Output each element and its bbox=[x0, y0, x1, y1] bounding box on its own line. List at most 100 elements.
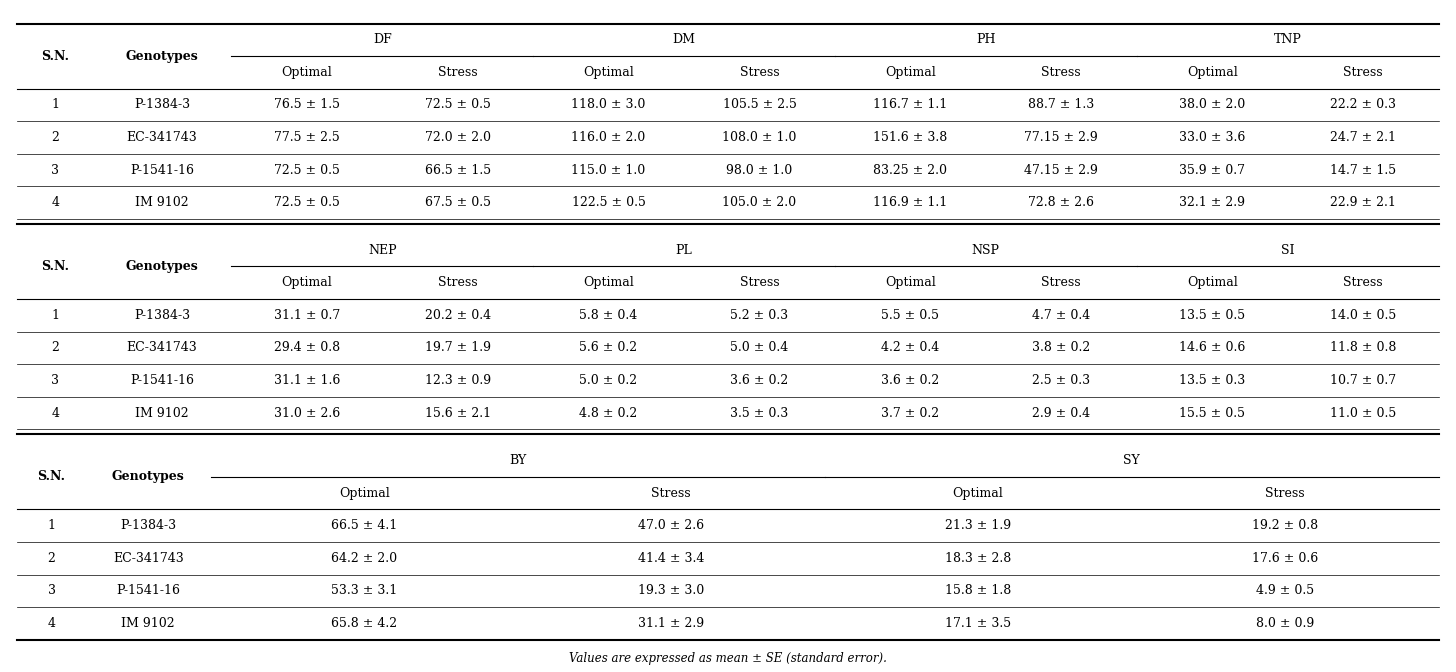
Text: P-1384-3: P-1384-3 bbox=[121, 519, 176, 532]
Text: 19.2 ± 0.8: 19.2 ± 0.8 bbox=[1252, 519, 1318, 532]
Text: 5.8 ± 0.4: 5.8 ± 0.4 bbox=[579, 309, 638, 322]
Text: SI: SI bbox=[1281, 244, 1294, 257]
Text: 1: 1 bbox=[51, 99, 60, 112]
Text: 17.6 ± 0.6: 17.6 ± 0.6 bbox=[1252, 552, 1318, 564]
Text: S.N.: S.N. bbox=[41, 50, 70, 62]
Text: Optimal: Optimal bbox=[1187, 276, 1238, 289]
Text: 98.0 ± 1.0: 98.0 ± 1.0 bbox=[727, 164, 792, 177]
Text: 116.0 ± 2.0: 116.0 ± 2.0 bbox=[571, 131, 645, 144]
Text: 53.3 ± 3.1: 53.3 ± 3.1 bbox=[331, 585, 397, 597]
Text: 4.9 ± 0.5: 4.9 ± 0.5 bbox=[1257, 585, 1315, 597]
Text: Stress: Stress bbox=[1041, 276, 1080, 289]
Text: P-1541-16: P-1541-16 bbox=[116, 585, 181, 597]
Text: 41.4 ± 3.4: 41.4 ± 3.4 bbox=[638, 552, 705, 564]
Text: 5.2 ± 0.3: 5.2 ± 0.3 bbox=[731, 309, 789, 322]
Text: 118.0 ± 3.0: 118.0 ± 3.0 bbox=[571, 99, 645, 112]
Text: 17.1 ± 3.5: 17.1 ± 3.5 bbox=[945, 617, 1010, 630]
Text: 3.6 ± 0.2: 3.6 ± 0.2 bbox=[881, 374, 939, 387]
Text: IM 9102: IM 9102 bbox=[135, 196, 189, 209]
Text: 3.5 ± 0.3: 3.5 ± 0.3 bbox=[731, 407, 789, 419]
Text: 47.15 ± 2.9: 47.15 ± 2.9 bbox=[1025, 164, 1098, 177]
Text: S.N.: S.N. bbox=[38, 470, 66, 483]
Text: 151.6 ± 3.8: 151.6 ± 3.8 bbox=[874, 131, 948, 144]
Text: 8.0 ± 0.9: 8.0 ± 0.9 bbox=[1257, 617, 1315, 630]
Text: 12.3 ± 0.9: 12.3 ± 0.9 bbox=[425, 374, 491, 387]
Text: 64.2 ± 2.0: 64.2 ± 2.0 bbox=[331, 552, 397, 564]
Text: 66.5 ± 1.5: 66.5 ± 1.5 bbox=[425, 164, 491, 177]
Text: Stress: Stress bbox=[651, 487, 692, 499]
Text: 31.0 ± 2.6: 31.0 ± 2.6 bbox=[274, 407, 339, 419]
Text: 3: 3 bbox=[48, 585, 55, 597]
Text: Genotypes: Genotypes bbox=[125, 50, 198, 62]
Text: 18.3 ± 2.8: 18.3 ± 2.8 bbox=[945, 552, 1012, 564]
Text: 5.0 ± 0.4: 5.0 ± 0.4 bbox=[731, 341, 789, 354]
Text: 77.15 ± 2.9: 77.15 ± 2.9 bbox=[1025, 131, 1098, 144]
Text: 2: 2 bbox=[48, 552, 55, 564]
Text: 33.0 ± 3.6: 33.0 ± 3.6 bbox=[1179, 131, 1245, 144]
Text: IM 9102: IM 9102 bbox=[135, 407, 189, 419]
Text: EC-341743: EC-341743 bbox=[112, 552, 183, 564]
Text: Stress: Stress bbox=[1041, 66, 1080, 79]
Text: Values are expressed as mean ± SE (standard error).: Values are expressed as mean ± SE (stand… bbox=[569, 652, 887, 665]
Text: 1: 1 bbox=[51, 309, 60, 322]
Text: 4: 4 bbox=[48, 617, 55, 630]
Text: 11.0 ± 0.5: 11.0 ± 0.5 bbox=[1329, 407, 1396, 419]
Text: 14.7 ± 1.5: 14.7 ± 1.5 bbox=[1329, 164, 1396, 177]
Text: DM: DM bbox=[673, 34, 696, 46]
Text: 24.7 ± 2.1: 24.7 ± 2.1 bbox=[1331, 131, 1396, 144]
Text: 14.6 ± 0.6: 14.6 ± 0.6 bbox=[1179, 341, 1245, 354]
Text: 72.8 ± 2.6: 72.8 ± 2.6 bbox=[1028, 196, 1095, 209]
Text: P-1541-16: P-1541-16 bbox=[130, 374, 194, 387]
Text: 3.6 ± 0.2: 3.6 ± 0.2 bbox=[731, 374, 789, 387]
Text: TNP: TNP bbox=[1274, 34, 1302, 46]
Text: Optimal: Optimal bbox=[339, 487, 390, 499]
Text: Stress: Stress bbox=[740, 276, 779, 289]
Text: 116.7 ± 1.1: 116.7 ± 1.1 bbox=[874, 99, 948, 112]
Text: 19.7 ± 1.9: 19.7 ± 1.9 bbox=[425, 341, 491, 354]
Text: 14.0 ± 0.5: 14.0 ± 0.5 bbox=[1329, 309, 1396, 322]
Text: 4.7 ± 0.4: 4.7 ± 0.4 bbox=[1032, 309, 1091, 322]
Text: P-1384-3: P-1384-3 bbox=[134, 309, 191, 322]
Text: Optimal: Optimal bbox=[584, 276, 633, 289]
Text: 2.5 ± 0.3: 2.5 ± 0.3 bbox=[1032, 374, 1091, 387]
Text: 20.2 ± 0.4: 20.2 ± 0.4 bbox=[425, 309, 491, 322]
Text: 32.1 ± 2.9: 32.1 ± 2.9 bbox=[1179, 196, 1245, 209]
Text: 5.5 ± 0.5: 5.5 ± 0.5 bbox=[881, 309, 939, 322]
Text: Genotypes: Genotypes bbox=[112, 470, 185, 483]
Text: 72.5 ± 0.5: 72.5 ± 0.5 bbox=[274, 196, 339, 209]
Text: 115.0 ± 1.0: 115.0 ± 1.0 bbox=[571, 164, 645, 177]
Text: EC-341743: EC-341743 bbox=[127, 131, 198, 144]
Text: 21.3 ± 1.9: 21.3 ± 1.9 bbox=[945, 519, 1010, 532]
Text: 4: 4 bbox=[51, 407, 60, 419]
Text: 19.3 ± 3.0: 19.3 ± 3.0 bbox=[638, 585, 705, 597]
Text: 38.0 ± 2.0: 38.0 ± 2.0 bbox=[1179, 99, 1245, 112]
Text: 105.5 ± 2.5: 105.5 ± 2.5 bbox=[722, 99, 796, 112]
Text: 2: 2 bbox=[51, 131, 60, 144]
Text: 10.7 ± 0.7: 10.7 ± 0.7 bbox=[1329, 374, 1396, 387]
Text: NSP: NSP bbox=[971, 244, 1000, 257]
Text: 13.5 ± 0.5: 13.5 ± 0.5 bbox=[1179, 309, 1245, 322]
Text: 22.2 ± 0.3: 22.2 ± 0.3 bbox=[1331, 99, 1396, 112]
Text: 1: 1 bbox=[48, 519, 55, 532]
Text: 35.9 ± 0.7: 35.9 ± 0.7 bbox=[1179, 164, 1245, 177]
Text: PH: PH bbox=[976, 34, 996, 46]
Text: Stress: Stress bbox=[438, 276, 478, 289]
Text: Optimal: Optimal bbox=[281, 66, 332, 79]
Text: 15.5 ± 0.5: 15.5 ± 0.5 bbox=[1179, 407, 1245, 419]
Text: P-1541-16: P-1541-16 bbox=[130, 164, 194, 177]
Text: 76.5 ± 1.5: 76.5 ± 1.5 bbox=[274, 99, 339, 112]
Text: PL: PL bbox=[676, 244, 693, 257]
Text: 15.8 ± 1.8: 15.8 ± 1.8 bbox=[945, 585, 1012, 597]
Text: 4.8 ± 0.2: 4.8 ± 0.2 bbox=[579, 407, 638, 419]
Text: 2.9 ± 0.4: 2.9 ± 0.4 bbox=[1032, 407, 1091, 419]
Text: 15.6 ± 2.1: 15.6 ± 2.1 bbox=[425, 407, 491, 419]
Text: Stress: Stress bbox=[438, 66, 478, 79]
Text: Optimal: Optimal bbox=[1187, 66, 1238, 79]
Text: 3: 3 bbox=[51, 164, 60, 177]
Text: 31.1 ± 0.7: 31.1 ± 0.7 bbox=[274, 309, 339, 322]
Text: 3: 3 bbox=[51, 374, 60, 387]
Text: 13.5 ± 0.3: 13.5 ± 0.3 bbox=[1179, 374, 1245, 387]
Text: 31.1 ± 1.6: 31.1 ± 1.6 bbox=[274, 374, 339, 387]
Text: DF: DF bbox=[373, 34, 392, 46]
Text: Stress: Stress bbox=[1265, 487, 1305, 499]
